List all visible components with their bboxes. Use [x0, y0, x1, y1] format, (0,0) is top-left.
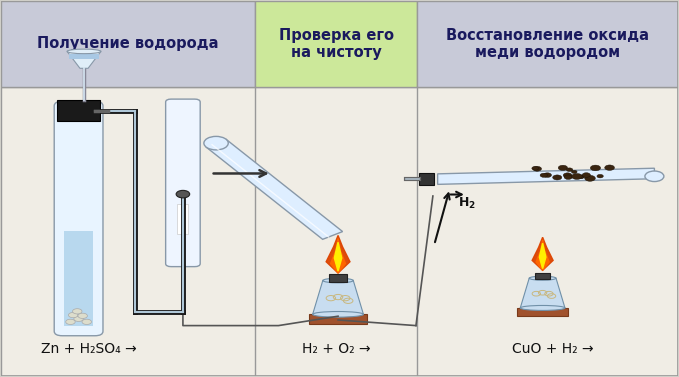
Polygon shape — [206, 139, 343, 239]
Polygon shape — [438, 168, 655, 184]
FancyBboxPatch shape — [166, 99, 200, 267]
Ellipse shape — [529, 276, 556, 280]
Circle shape — [533, 166, 542, 171]
Ellipse shape — [312, 311, 363, 317]
Polygon shape — [520, 278, 565, 308]
Circle shape — [564, 175, 572, 179]
Polygon shape — [334, 242, 342, 271]
Bar — [418, 1, 678, 87]
Circle shape — [582, 173, 591, 177]
Bar — [420, 173, 435, 185]
Circle shape — [585, 175, 595, 181]
Circle shape — [74, 316, 84, 322]
Circle shape — [597, 175, 604, 178]
Bar — [177, 204, 188, 234]
Circle shape — [590, 165, 601, 171]
Circle shape — [579, 175, 585, 178]
Circle shape — [82, 319, 92, 325]
Bar — [65, 231, 93, 326]
Bar — [1, 87, 678, 376]
Text: Проверка его
на чистоту: Проверка его на чистоту — [278, 28, 394, 60]
Circle shape — [572, 173, 582, 179]
Bar — [329, 274, 347, 282]
Bar — [255, 1, 418, 87]
Circle shape — [558, 165, 568, 170]
FancyBboxPatch shape — [54, 101, 103, 336]
Text: H₂ + O₂ →: H₂ + O₂ → — [301, 342, 370, 356]
Circle shape — [543, 173, 551, 178]
Bar — [69, 54, 99, 59]
Circle shape — [553, 175, 562, 180]
Circle shape — [78, 313, 88, 319]
Polygon shape — [312, 280, 363, 314]
Ellipse shape — [323, 278, 353, 283]
Circle shape — [204, 136, 228, 150]
Circle shape — [73, 309, 82, 314]
Polygon shape — [67, 51, 101, 68]
Ellipse shape — [520, 305, 565, 310]
Polygon shape — [539, 243, 546, 269]
Text: Получение водорода: Получение водорода — [37, 37, 219, 51]
Bar — [1, 1, 255, 87]
Bar — [517, 308, 568, 316]
Circle shape — [176, 190, 189, 198]
Circle shape — [540, 173, 547, 177]
Circle shape — [66, 319, 75, 325]
Text: $\mathbf{H_2}$: $\mathbf{H_2}$ — [458, 196, 476, 211]
Polygon shape — [536, 240, 549, 270]
Circle shape — [69, 313, 78, 318]
Circle shape — [532, 166, 538, 170]
Bar — [57, 100, 100, 121]
Circle shape — [572, 170, 577, 173]
Text: Восстановление оксида
меди водородом: Восстановление оксида меди водородом — [446, 28, 649, 60]
Bar — [309, 314, 367, 324]
Text: Zn + H₂SO₄ →: Zn + H₂SO₄ → — [41, 342, 136, 356]
Circle shape — [578, 175, 584, 179]
Ellipse shape — [67, 49, 101, 54]
Circle shape — [605, 165, 614, 170]
Circle shape — [563, 173, 572, 178]
Polygon shape — [532, 237, 553, 270]
Circle shape — [566, 168, 573, 172]
Bar — [535, 273, 551, 279]
Polygon shape — [326, 236, 350, 273]
Polygon shape — [331, 239, 346, 273]
Circle shape — [645, 171, 664, 182]
Text: CuO + H₂ →: CuO + H₂ → — [512, 342, 593, 356]
